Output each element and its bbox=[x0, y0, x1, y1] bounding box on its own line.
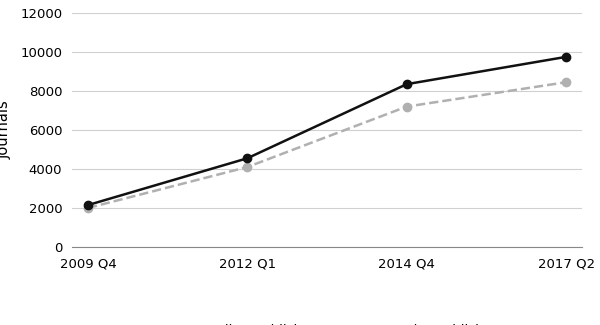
20 Major publishers bbox=[562, 55, 569, 59]
Line: 5 Leading publishers: 5 Leading publishers bbox=[84, 78, 570, 212]
5 Leading publishers bbox=[85, 206, 92, 210]
Y-axis label: Journals: Journals bbox=[0, 101, 12, 159]
20 Major publishers bbox=[244, 156, 251, 160]
20 Major publishers bbox=[85, 203, 92, 207]
5 Leading publishers bbox=[562, 80, 569, 84]
Line: 20 Major publishers: 20 Major publishers bbox=[84, 53, 570, 209]
5 Leading publishers bbox=[244, 165, 251, 169]
5 Leading publishers bbox=[403, 105, 410, 109]
Legend: 5 Leading publishers, 20 Major publishers: 5 Leading publishers, 20 Major publisher… bbox=[145, 319, 509, 325]
20 Major publishers bbox=[403, 82, 410, 86]
